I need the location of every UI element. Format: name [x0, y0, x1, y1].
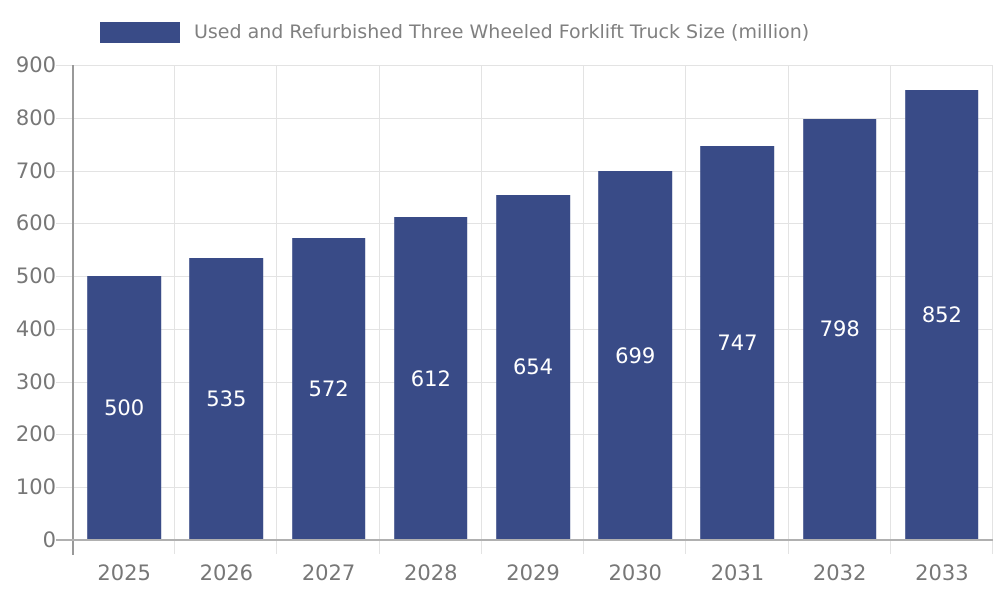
y-tick-label: 400 [15, 316, 56, 341]
bar: 699 [598, 171, 672, 540]
bar-slot: 535 [175, 65, 277, 540]
x-tick-label: 2030 [608, 561, 662, 585]
bar: 500 [87, 276, 161, 540]
bar-value-label: 572 [308, 377, 349, 402]
bar-value-label: 852 [921, 303, 962, 328]
bar: 798 [802, 118, 877, 540]
x-tick-slot: 2026 [175, 556, 277, 590]
y-tick-label: 700 [15, 158, 56, 183]
bars-container: 500 535 572 612 654 699 747 798 852 [73, 65, 993, 540]
gridline-vertical [889, 65, 891, 554]
gridline-vertical [378, 65, 380, 554]
x-tick-slot: 2032 [789, 556, 891, 590]
x-tick-label: 2033 [915, 561, 969, 585]
bar-slot: 500 [73, 65, 175, 540]
x-tick-slot: 2027 [277, 556, 379, 590]
y-tick-label: 0 [42, 528, 56, 552]
x-tick-slot: 2033 [891, 556, 993, 590]
y-tick-label: 800 [15, 105, 56, 130]
gridline-vertical [787, 65, 789, 554]
legend: Used and Refurbished Three Wheeled Forkl… [100, 21, 809, 44]
x-tick-label: 2027 [301, 561, 356, 585]
bar-slot: 699 [584, 65, 686, 540]
x-axis: 2025 2026 2027 2028 2029 2030 2031 2032 2033 [73, 556, 993, 590]
y-tick-label: 100 [15, 475, 56, 500]
gridline-vertical [276, 65, 278, 554]
bar: 747 [700, 145, 775, 540]
bar: 654 [496, 194, 570, 540]
x-tick-slot: 2028 [380, 556, 482, 590]
y-tick-label: 900 [15, 53, 56, 77]
bar-slot: 798 [789, 65, 891, 540]
x-tick-slot: 2025 [73, 556, 175, 590]
plot-area: 500 535 572 612 654 699 747 798 852 [56, 65, 993, 555]
legend-swatch [100, 22, 180, 43]
x-tick-slot: 2029 [482, 556, 584, 590]
y-axis-line [72, 65, 74, 555]
bar-value-label: 500 [104, 396, 145, 421]
gridline-vertical [480, 65, 482, 554]
bar-slot: 612 [380, 65, 482, 540]
y-tick-label: 600 [15, 211, 56, 236]
x-axis-line [56, 539, 993, 541]
y-tick-label: 300 [15, 369, 56, 394]
x-tick-label: 2025 [97, 561, 151, 585]
gridline-vertical [685, 65, 687, 554]
x-tick-slot: 2030 [584, 556, 686, 590]
bar-value-label: 747 [717, 330, 758, 355]
bar-value-label: 798 [819, 317, 860, 342]
x-tick-label: 2032 [812, 561, 867, 585]
x-tick-label: 2028 [404, 561, 458, 585]
x-tick-label: 2026 [199, 561, 254, 585]
bar-slot: 852 [891, 65, 993, 540]
gridline-vertical [992, 65, 993, 554]
x-tick-label: 2031 [710, 561, 765, 585]
x-tick-label: 2029 [506, 561, 560, 585]
bar-value-label: 535 [206, 386, 247, 411]
bar: 852 [905, 90, 979, 540]
bar-value-label: 612 [410, 366, 451, 391]
bar-slot: 572 [277, 65, 379, 540]
y-tick-label: 500 [15, 264, 56, 289]
bar-slot: 654 [482, 65, 584, 540]
gridline-horizontal [56, 170, 993, 172]
legend-label: Used and Refurbished Three Wheeled Forkl… [194, 21, 810, 43]
bar: 572 [291, 238, 366, 540]
bar-value-label: 699 [615, 343, 656, 368]
x-tick-slot: 2031 [686, 556, 788, 590]
gridline-vertical [583, 65, 585, 554]
bar-value-label: 654 [512, 355, 554, 380]
gridline-horizontal [56, 65, 993, 66]
gridline-horizontal [56, 117, 993, 119]
y-axis: 0 100 200 300 400 500 600 700 800 900 [0, 53, 56, 552]
bar-slot: 747 [686, 65, 788, 540]
bar: 535 [189, 257, 264, 540]
y-tick-label: 200 [15, 422, 56, 447]
bar: 612 [393, 217, 468, 540]
gridline-vertical [174, 65, 176, 554]
